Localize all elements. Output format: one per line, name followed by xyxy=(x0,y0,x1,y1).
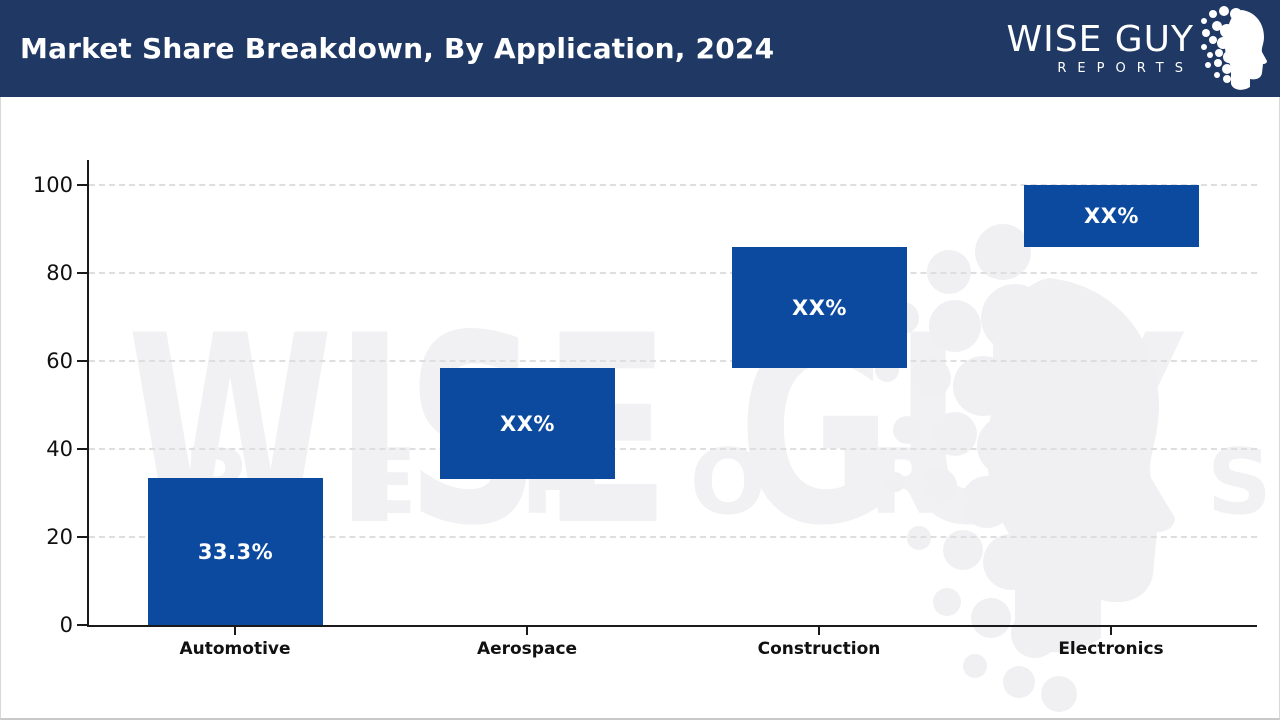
x-axis-line xyxy=(87,625,1257,627)
gridline xyxy=(89,184,1257,186)
y-axis-tick-label: 40 xyxy=(46,437,73,461)
brand-logo: WISE GUY REPORTS xyxy=(1007,5,1271,93)
x-axis-tick xyxy=(234,627,236,635)
y-axis-tick-label: 100 xyxy=(32,173,73,197)
bar: XX% xyxy=(732,247,907,368)
category-label: Construction xyxy=(757,639,881,659)
chart-area: WISE GUY R E P O R T S 0 20 40 60 80 100 33.3%… xyxy=(0,97,1280,720)
brand-name: WISE GUY xyxy=(1006,19,1194,60)
category-label: Automotive xyxy=(179,639,291,659)
gridline xyxy=(89,272,1257,274)
brand-logo-text: WISE GUY REPORTS xyxy=(1006,19,1195,76)
category-label: Aerospace xyxy=(476,639,578,659)
x-axis-tick xyxy=(818,627,820,635)
page-title: Market Share Breakdown, By Application, … xyxy=(20,32,775,65)
brand-subtitle: REPORTS xyxy=(1057,61,1194,76)
watermark-dotted-head xyxy=(875,224,1175,712)
bar: 33.3% xyxy=(148,478,323,625)
bar-value-label: XX% xyxy=(792,295,847,320)
bar-value-label: 33.3% xyxy=(197,539,274,564)
y-axis-tick xyxy=(77,624,87,626)
gridline xyxy=(89,536,1257,538)
bar-value-label: XX% xyxy=(500,411,555,436)
y-axis-tick-label: 0 xyxy=(59,613,73,637)
x-axis-tick xyxy=(1110,627,1112,635)
bar-value-label: XX% xyxy=(1084,204,1139,228)
gridline xyxy=(89,448,1257,450)
y-axis-tick xyxy=(77,536,87,538)
bar: XX% xyxy=(1024,185,1199,247)
bar: XX% xyxy=(440,368,615,479)
y-axis-tick xyxy=(77,360,87,362)
y-axis-tick-label: 60 xyxy=(46,349,73,373)
gridline xyxy=(89,360,1257,362)
y-axis-tick-label: 20 xyxy=(46,525,73,549)
y-axis-line xyxy=(87,160,89,627)
y-axis-tick xyxy=(77,184,87,186)
x-axis-tick xyxy=(526,627,528,635)
y-axis-tick xyxy=(77,272,87,274)
header-bar: Market Share Breakdown, By Application, … xyxy=(0,0,1280,97)
y-axis-tick-label: 80 xyxy=(46,261,73,285)
dotted-head-icon xyxy=(1201,5,1267,90)
category-label: Electronics xyxy=(1058,639,1164,659)
y-axis-tick xyxy=(77,448,87,450)
